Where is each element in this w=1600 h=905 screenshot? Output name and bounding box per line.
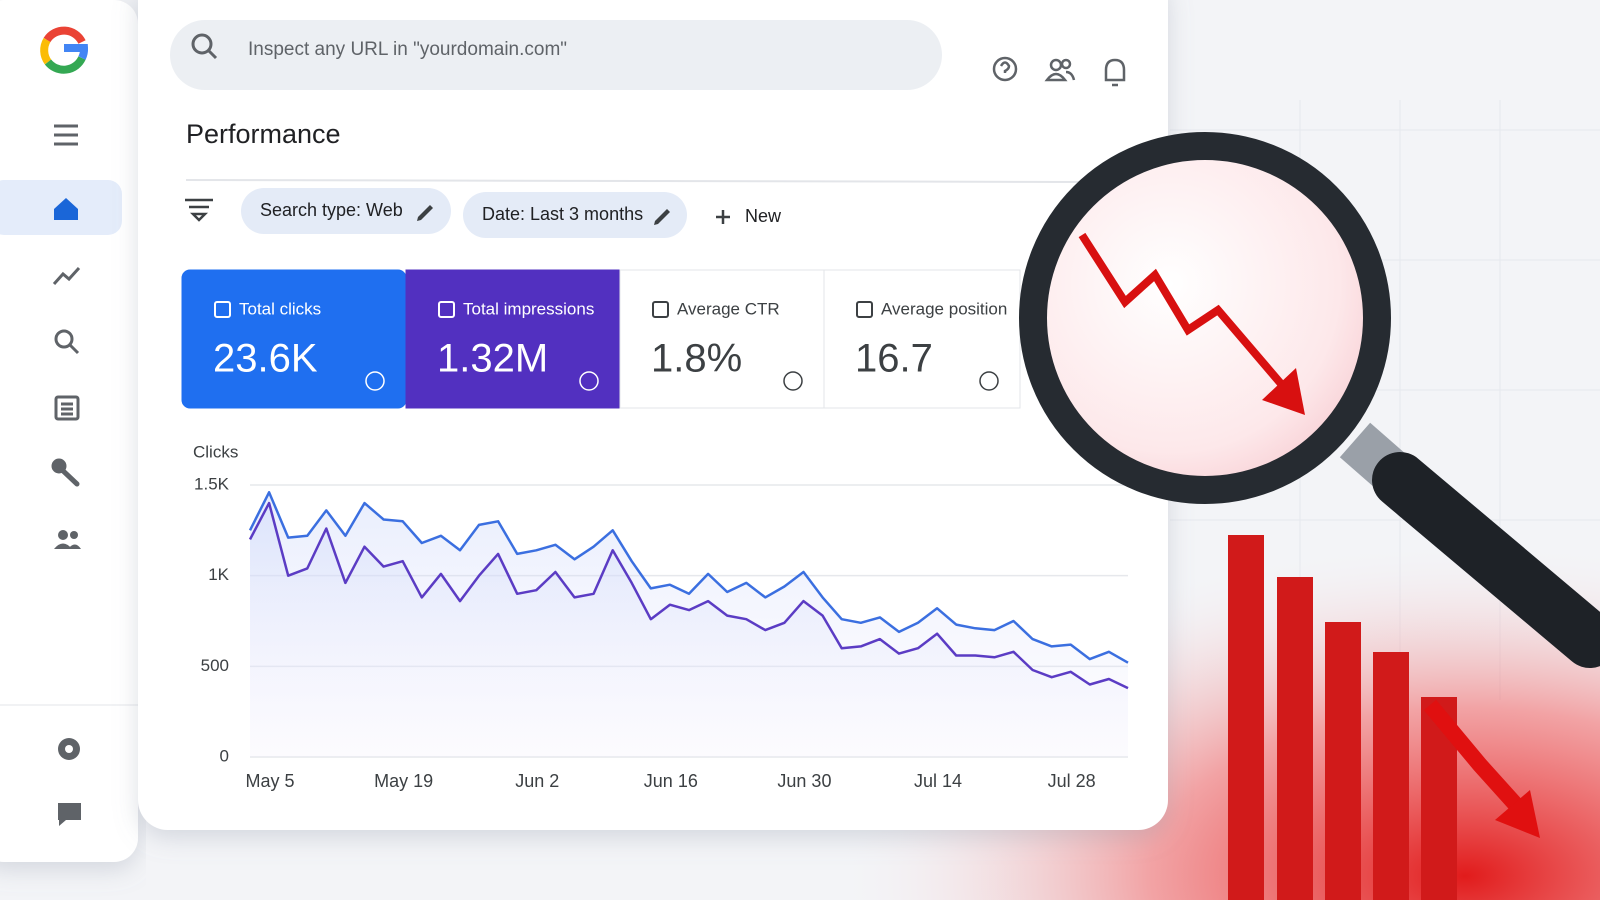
line — [248, 501, 1129, 690]
metric-label: Average position — [881, 299, 1007, 318]
metric-label: Average CTR — [677, 299, 780, 318]
metric-label: Total clicks — [239, 299, 321, 318]
metric-card[interactable] — [823, 269, 1021, 409]
checkbox[interactable] — [214, 301, 231, 318]
y-tick-label: 1.5K — [194, 474, 230, 493]
help-icon[interactable] — [979, 371, 999, 391]
tools-icon[interactable] — [51, 458, 80, 487]
decor-bar — [1325, 622, 1361, 900]
x-tick-label: Jul 28 — [1048, 771, 1096, 791]
filter-icon[interactable] — [185, 198, 213, 222]
page-title: Performance — [186, 119, 341, 149]
trend-icon[interactable] — [52, 266, 81, 286]
add-icon[interactable] — [716, 210, 730, 224]
decor-bar — [1373, 652, 1409, 900]
y-tick-label: 500 — [201, 656, 229, 675]
help-icon[interactable] — [992, 56, 1018, 82]
magnifier — [1019, 132, 1600, 668]
pages-icon[interactable] — [54, 395, 80, 421]
filter-chip[interactable] — [241, 188, 451, 234]
checkbox[interactable] — [652, 301, 669, 318]
decor-arrow — [1423, 699, 1531, 821]
decor-bar — [1228, 535, 1264, 900]
x-tick-label: Jun 2 — [515, 771, 559, 791]
x-tick-label: Jun 30 — [777, 771, 831, 791]
lens-arrow — [1078, 232, 1292, 395]
x-tick-label: May 19 — [374, 771, 433, 791]
metric-value: 1.8% — [651, 337, 742, 381]
filter-chip[interactable] — [463, 192, 687, 238]
chart: Clicks 0 500 1K 1.5K May 5 May 19 Jun 2 Jun 16 Ju… — [193, 442, 1129, 791]
feedback-icon[interactable] — [58, 803, 81, 826]
new-filter[interactable]: New — [745, 206, 782, 226]
metric-value: 1.32M — [437, 337, 548, 381]
search-icon — [191, 33, 218, 60]
help-icon[interactable] — [365, 371, 385, 391]
line — [248, 491, 1129, 664]
header-divider — [185, 179, 1091, 183]
y-tick-label: 1K — [208, 565, 229, 584]
search-bar[interactable] — [170, 20, 942, 90]
lens-arrowhead — [1262, 368, 1305, 415]
search-placeholder[interactable]: Inspect any URL in "yourdomain.com" — [248, 39, 567, 60]
search-nav-icon[interactable] — [54, 329, 80, 355]
x-tick-label: Jun 16 — [644, 771, 698, 791]
settings-icon[interactable] — [58, 738, 80, 760]
google-logo — [40, 26, 89, 74]
chip-label: Search type: Web — [260, 200, 403, 220]
metric-cards: Total clicks 23.6K Total impressions 1.32M A… — [181, 269, 1021, 409]
metric-value: 16.7 — [855, 337, 933, 381]
home-icon[interactable] — [54, 198, 78, 220]
notifications-icon[interactable] — [1104, 58, 1126, 87]
edit-icon[interactable] — [654, 209, 670, 225]
metric-label: Total impressions — [463, 299, 594, 318]
checkbox[interactable] — [856, 301, 873, 318]
edit-icon[interactable] — [417, 205, 433, 221]
menu-icon[interactable] — [54, 124, 78, 146]
help-icon[interactable] — [579, 371, 599, 391]
accounts-icon[interactable] — [1044, 58, 1076, 82]
metric-card[interactable] — [619, 269, 825, 409]
users-icon[interactable] — [54, 530, 81, 549]
y-tick-label: 0 — [220, 746, 229, 765]
chip-label: Date: Last 3 months — [482, 204, 643, 224]
checkbox[interactable] — [438, 301, 455, 318]
decor-arrowhead — [1495, 790, 1540, 838]
x-tick-label: Jul 14 — [914, 771, 962, 791]
sidebar — [0, 0, 138, 862]
metric-value: 23.6K — [213, 337, 318, 381]
help-icon[interactable] — [783, 371, 803, 391]
magnifier-handle — [1372, 452, 1600, 668]
y-axis-title: Clicks — [193, 442, 238, 461]
area — [250, 503, 1128, 757]
decor-bar — [1277, 577, 1313, 900]
decline-bars — [1228, 535, 1457, 900]
metric-card[interactable] — [405, 269, 621, 409]
x-tick-label: May 5 — [245, 771, 294, 791]
